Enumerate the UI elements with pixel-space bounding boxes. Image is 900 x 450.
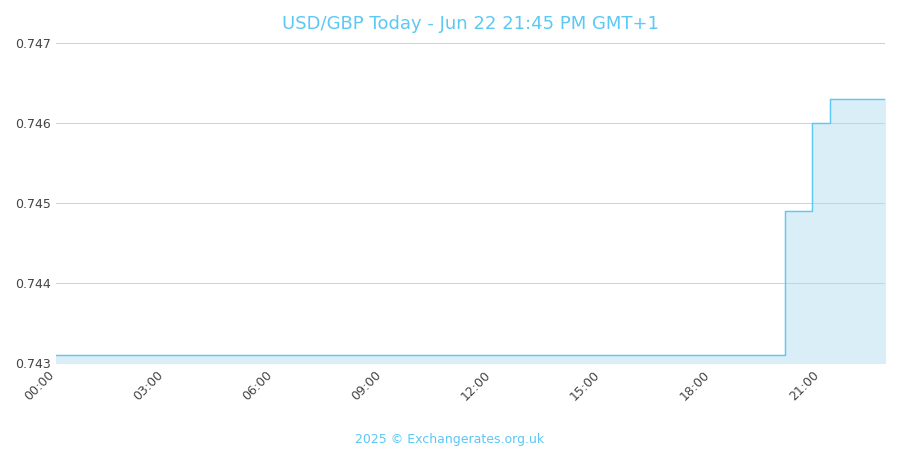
Text: 2025 © Exchangerates.org.uk: 2025 © Exchangerates.org.uk <box>356 432 544 446</box>
Title: USD/GBP Today - Jun 22 21:45 PM GMT+1: USD/GBP Today - Jun 22 21:45 PM GMT+1 <box>283 15 659 33</box>
